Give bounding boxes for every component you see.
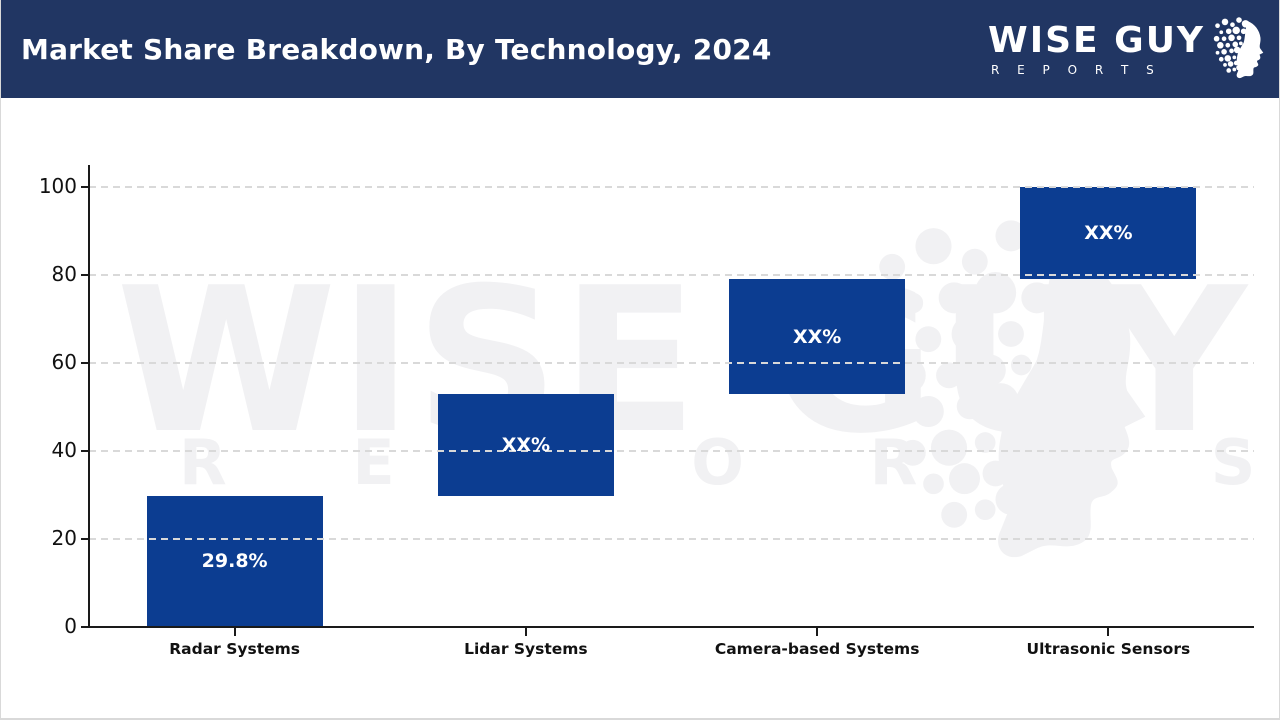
bar-label-ultrasonic-sensors: XX%	[1084, 222, 1133, 245]
bar-camera-based-systems	[729, 279, 906, 394]
page-title: Market Share Breakdown, By Technology, 2…	[21, 32, 772, 66]
x-axis-tick-camera-based-systems	[816, 628, 819, 636]
gridline-y80	[89, 274, 1254, 276]
y-axis-tick-60	[81, 362, 89, 364]
y-axis-line	[88, 165, 90, 628]
y-axis-label-40: 40	[51, 438, 77, 462]
y-axis-label-100: 100	[38, 174, 77, 198]
bar-ultrasonic-sensors	[1020, 187, 1197, 280]
bar-lidar-systems	[437, 393, 614, 496]
x-axis-tick-radar-systems	[233, 628, 236, 636]
gridline-y60	[89, 362, 1254, 364]
brand-logo-text: WISE GUY R E P O R T S	[987, 19, 1205, 77]
y-axis-tick-0	[81, 626, 89, 628]
header-bar: Market Share Breakdown, By Technology, 2…	[1, 0, 1279, 98]
x-axis-label-lidar-systems: Lidar Systems	[464, 640, 588, 658]
y-axis-tick-80	[81, 274, 89, 276]
x-axis-label-camera-based-systems: Camera-based Systems	[714, 640, 920, 658]
gridline-y20	[89, 538, 1254, 540]
brand-logo-wiseguy-label: WISE GUY	[987, 19, 1205, 61]
y-axis-label-80: 80	[51, 262, 77, 286]
x-axis-line	[88, 626, 1254, 628]
gridline-y40	[89, 450, 1254, 452]
y-axis-tick-100	[81, 186, 89, 188]
x-axis-label-radar-systems: Radar Systems	[169, 640, 301, 658]
x-axis-tick-ultrasonic-sensors	[1107, 628, 1110, 636]
brand-logo: WISE GUY R E P O R T S	[987, 14, 1279, 84]
gridline-y100	[89, 186, 1254, 188]
bar-label-radar-systems: 29.8%	[201, 550, 268, 573]
brand-logo-face-icon	[1213, 17, 1264, 79]
bar-radar-systems	[146, 495, 323, 627]
brand-logo-reports-label: R E P O R T S	[990, 62, 1161, 77]
x-axis-tick-lidar-systems	[524, 628, 527, 636]
y-axis-tick-40	[81, 450, 89, 452]
y-axis-label-20: 20	[51, 526, 77, 550]
bar-label-camera-based-systems: XX%	[792, 325, 842, 348]
y-axis-tick-20	[81, 538, 89, 540]
y-axis-label-60: 60	[51, 350, 77, 374]
y-axis-label-0: 0	[64, 614, 77, 638]
x-axis-label-ultrasonic-sensors: Ultrasonic Sensors	[1026, 640, 1191, 658]
bar-label-lidar-systems: XX%	[501, 433, 551, 456]
